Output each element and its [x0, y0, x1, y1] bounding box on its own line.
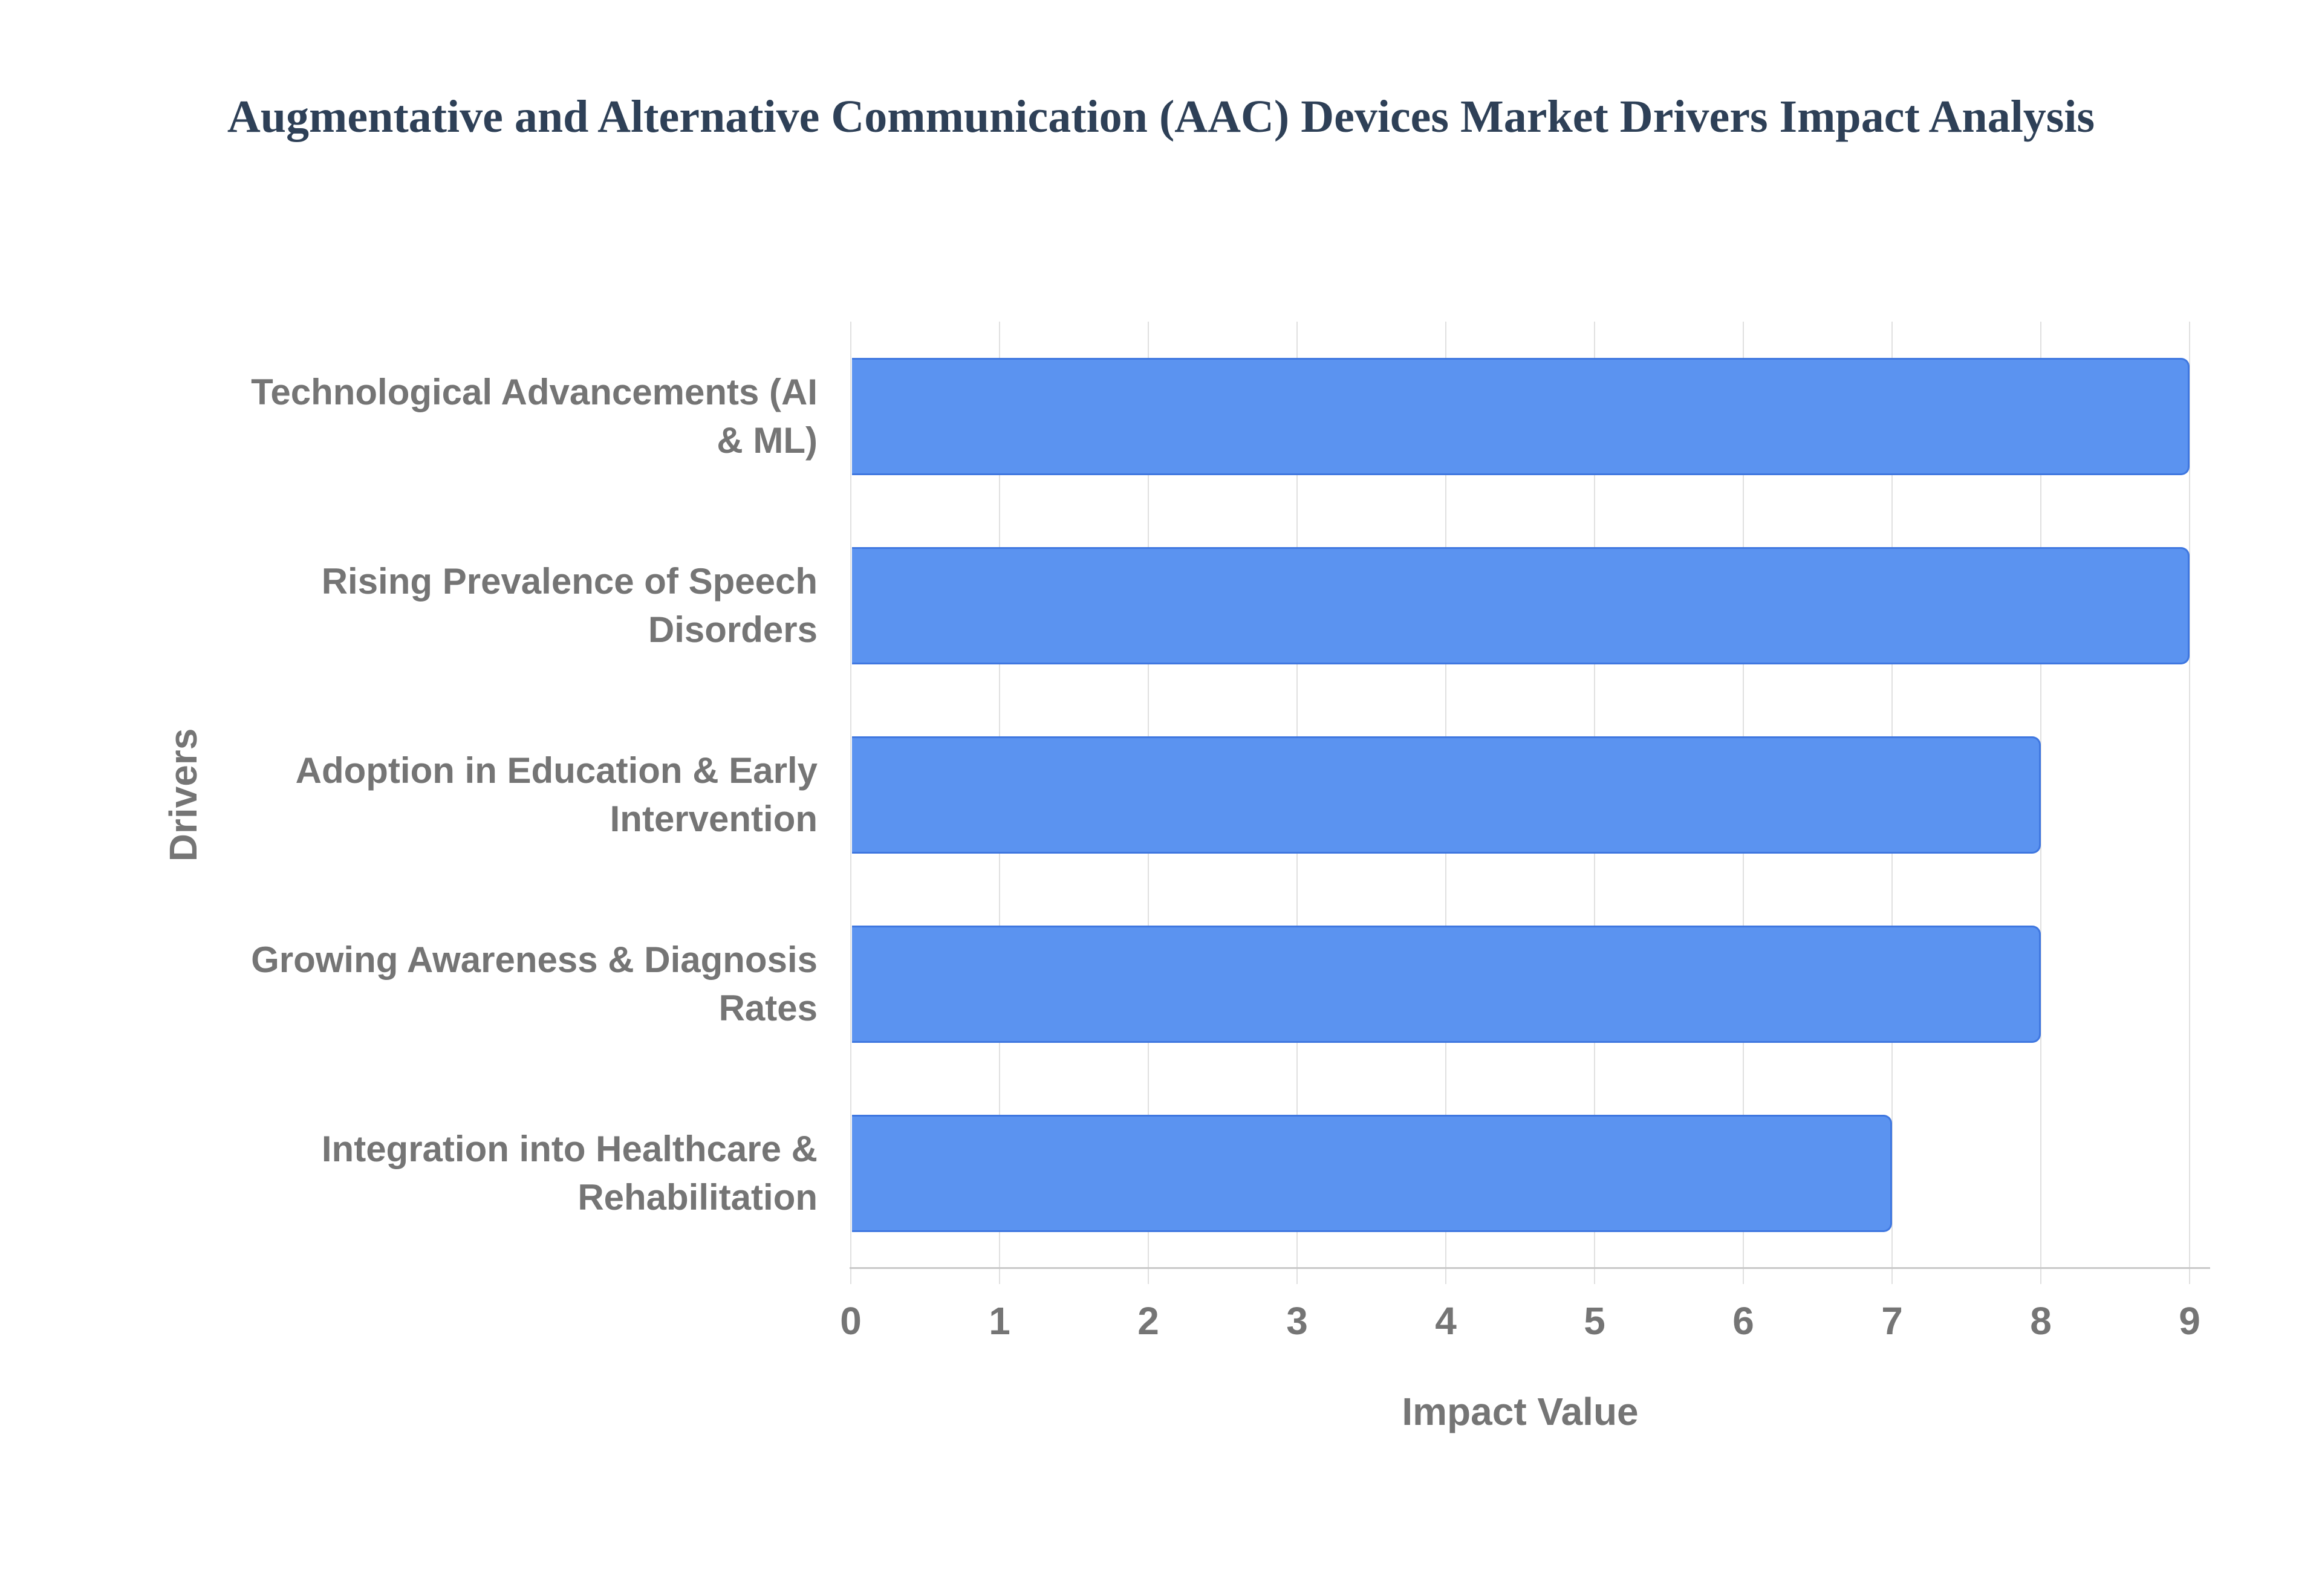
- bar-4: [852, 926, 2041, 1043]
- x-tick-label: 1: [989, 1299, 1010, 1343]
- x-gridline: [2040, 322, 2041, 1284]
- x-tick-label: 7: [1881, 1299, 1903, 1343]
- category-label: Technological Advancements (AI & ML): [145, 368, 818, 465]
- x-gridline: [2189, 322, 2190, 1284]
- category-label: Rising Prevalence of Speech Disorders: [145, 557, 818, 654]
- x-tick-label: 8: [2030, 1299, 2052, 1343]
- category-label-line: Technological Advancements (AI: [251, 371, 818, 412]
- bar-5: [852, 1115, 1892, 1233]
- plot-area: [850, 322, 2190, 1284]
- category-label-line: Intervention: [610, 799, 818, 839]
- x-tick-label: 4: [1435, 1299, 1457, 1343]
- bar-1: [852, 357, 2190, 475]
- x-tick-label: 9: [2179, 1299, 2200, 1343]
- category-label-line: Rising Prevalence of Speech: [321, 560, 818, 602]
- x-gridline: [850, 322, 851, 1284]
- x-tick-label: 2: [1137, 1299, 1159, 1343]
- x-tick-label: 0: [840, 1299, 862, 1343]
- category-label-line: Disorders: [648, 609, 818, 650]
- x-axis-baseline: [850, 1267, 2210, 1269]
- category-label-line: Rehabilitation: [577, 1177, 818, 1218]
- category-label-line: & ML): [717, 420, 818, 461]
- category-label: Adoption in Education & Early Interventio…: [145, 747, 818, 843]
- category-label: Integration into Healthcare & Rehabilitat…: [145, 1125, 818, 1222]
- category-label: Growing Awareness & Diagnosis Rates: [145, 936, 818, 1033]
- category-label-line: Growing Awareness & Diagnosis: [251, 939, 818, 981]
- bar-3: [852, 736, 2041, 854]
- x-axis-title: Impact Value: [1402, 1390, 1639, 1433]
- category-label-line: Integration into Healthcare &: [321, 1129, 818, 1170]
- chart-title: Augmentative and Alternative Communicati…: [227, 91, 2095, 142]
- category-label-line: Rates: [718, 988, 818, 1029]
- bar-2: [852, 547, 2190, 664]
- category-label-line: Adoption in Education & Early: [295, 750, 818, 791]
- x-tick-label: 5: [1584, 1299, 1605, 1343]
- x-tick-label: 3: [1286, 1299, 1308, 1343]
- x-tick-label: 6: [1732, 1299, 1754, 1343]
